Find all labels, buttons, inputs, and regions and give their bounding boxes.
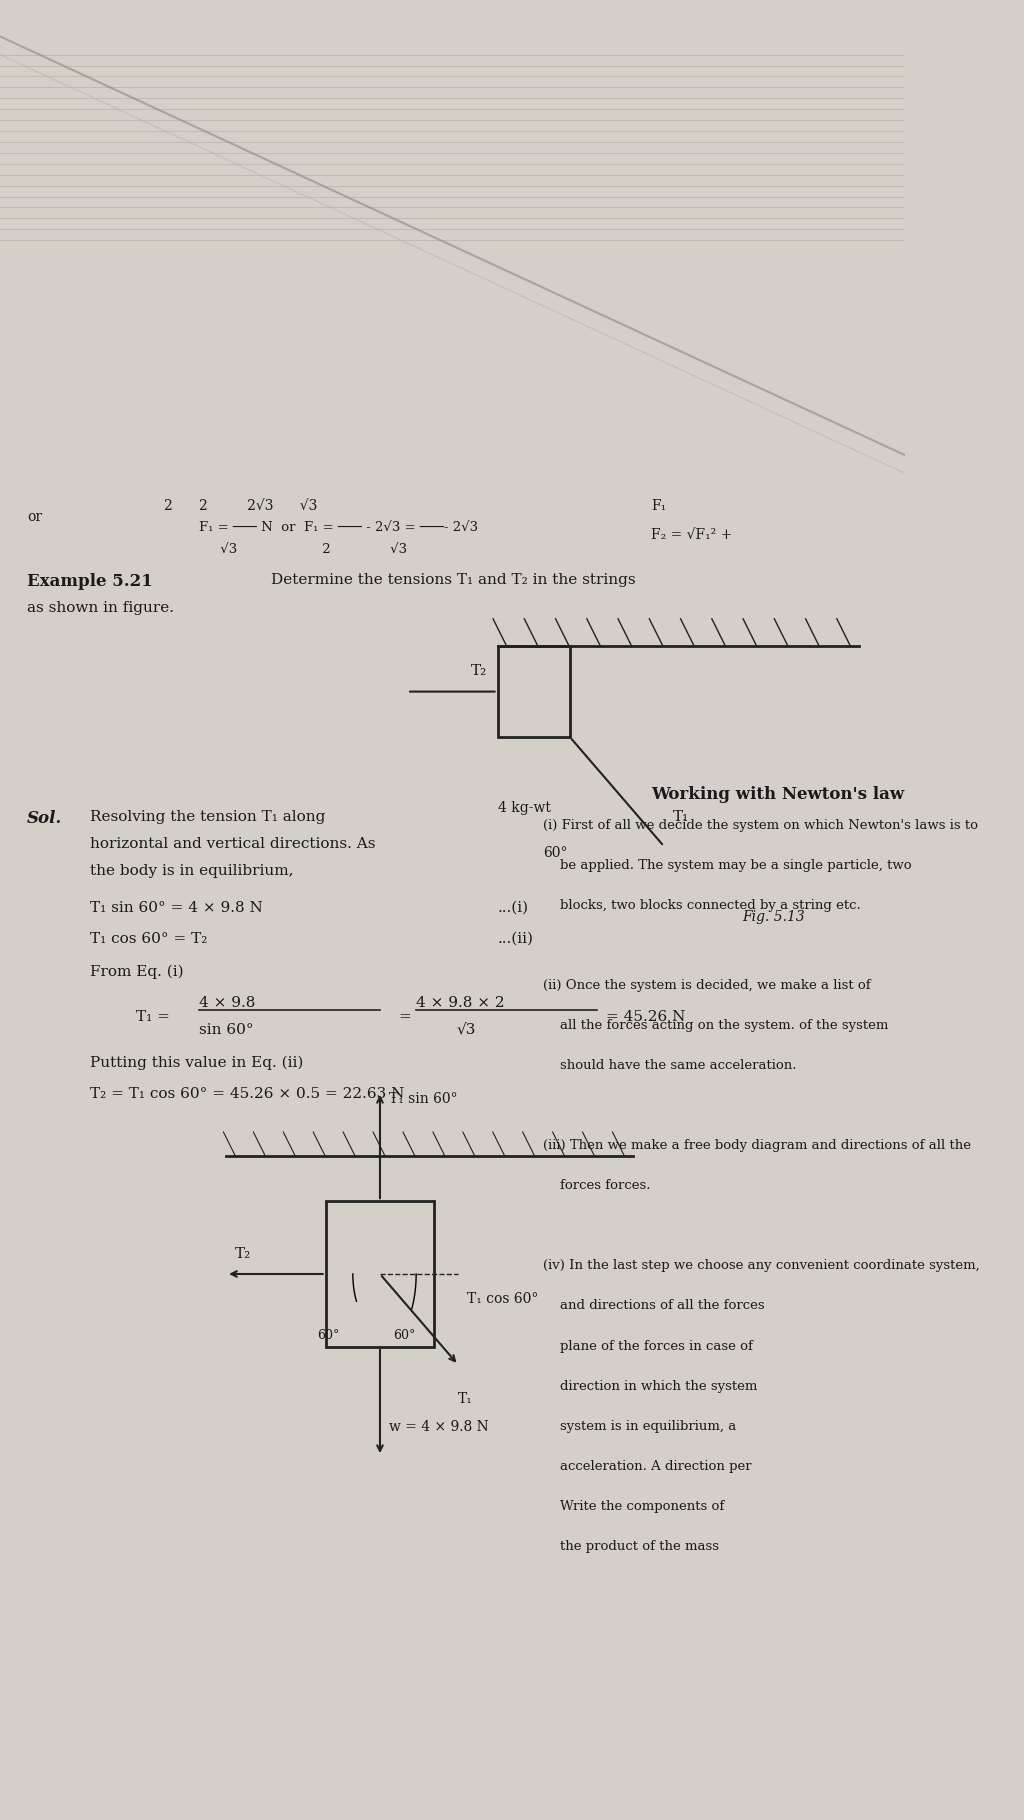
Text: w = 4 × 9.8 N: w = 4 × 9.8 N [389, 1420, 488, 1434]
Text: (ii) Once the system is decided, we make a list of: (ii) Once the system is decided, we make… [543, 979, 870, 992]
Text: Resolving the tension T₁ along: Resolving the tension T₁ along [90, 810, 326, 824]
Text: (iv) In the last step we choose any convenient coordinate system,: (iv) In the last step we choose any conv… [543, 1259, 980, 1272]
Text: T₁ cos 60° = T₂: T₁ cos 60° = T₂ [90, 932, 208, 946]
Text: Fig. 5.13: Fig. 5.13 [741, 910, 805, 925]
Text: Write the components of: Write the components of [543, 1500, 724, 1512]
Text: 60°: 60° [543, 846, 567, 861]
Text: From Eq. (i): From Eq. (i) [90, 965, 184, 979]
Text: T₂: T₂ [236, 1247, 252, 1261]
Text: T₁ cos 60°: T₁ cos 60° [467, 1292, 539, 1307]
Text: all the forces acting on the system. of the system: all the forces acting on the system. of … [543, 1019, 888, 1032]
Text: ...(i): ...(i) [498, 901, 528, 915]
Text: T₁ sin 60°: T₁ sin 60° [389, 1092, 458, 1107]
Text: should have the same acceleration.: should have the same acceleration. [543, 1059, 797, 1072]
Text: ...(ii): ...(ii) [498, 932, 534, 946]
Text: √3: √3 [457, 1023, 476, 1037]
Text: T₁ sin 60° = 4 × 9.8 N: T₁ sin 60° = 4 × 9.8 N [90, 901, 263, 915]
Text: direction in which the system: direction in which the system [543, 1380, 757, 1392]
Text: F₂ = √F₁² +: F₂ = √F₁² + [651, 528, 732, 542]
Text: acceleration. A direction per: acceleration. A direction per [543, 1460, 752, 1472]
Text: (iii) Then we make a free body diagram and directions of all the: (iii) Then we make a free body diagram a… [543, 1139, 971, 1152]
Text: T₁ =: T₁ = [136, 1010, 170, 1025]
Text: horizontal and vertical directions. As: horizontal and vertical directions. As [90, 837, 376, 852]
Text: = 45.26 N: = 45.26 N [606, 1010, 685, 1025]
Text: sin 60°: sin 60° [199, 1023, 254, 1037]
Text: (i) First of all we decide the system on which Newton's laws is to: (i) First of all we decide the system on… [543, 819, 978, 832]
Text: 2: 2 [163, 499, 172, 513]
Bar [498, 646, 570, 737]
Text: the body is in equilibrium,: the body is in equilibrium, [90, 864, 294, 879]
Text: T₂ = T₁ cos 60° = 45.26 × 0.5 = 22.63 N: T₂ = T₁ cos 60° = 45.26 × 0.5 = 22.63 N [90, 1087, 404, 1101]
Text: F₁: F₁ [651, 499, 667, 513]
Text: 60°: 60° [393, 1329, 416, 1341]
Bar [326, 1201, 434, 1347]
Text: and directions of all the forces: and directions of all the forces [543, 1299, 765, 1312]
Text: as shown in figure.: as shown in figure. [28, 601, 174, 615]
Text: Example 5.21: Example 5.21 [28, 573, 153, 590]
Text: F₁ = ─── N  or  F₁ = ─── - 2√3 = ───- 2√3: F₁ = ─── N or F₁ = ─── - 2√3 = ───- 2√3 [199, 521, 478, 533]
Text: 4 kg-wt: 4 kg-wt [498, 801, 551, 815]
Text: blocks, two blocks connected by a string etc.: blocks, two blocks connected by a string… [543, 899, 860, 912]
Text: Putting this value in Eq. (ii): Putting this value in Eq. (ii) [90, 1056, 304, 1070]
Text: Determine the tensions T₁ and T₂ in the strings: Determine the tensions T₁ and T₂ in the … [271, 573, 636, 588]
Text: plane of the forces in case of: plane of the forces in case of [543, 1340, 753, 1352]
Text: T₁: T₁ [459, 1392, 473, 1407]
Text: 4 × 9.8 × 2: 4 × 9.8 × 2 [416, 996, 505, 1010]
Text: 2         2√3      √3: 2 2√3 √3 [199, 499, 317, 513]
Text: T₂: T₂ [470, 664, 486, 679]
Text: Sol.: Sol. [28, 810, 62, 826]
Text: √3                    2              √3: √3 2 √3 [199, 542, 408, 555]
Text: forces forces.: forces forces. [543, 1179, 650, 1192]
Text: the product of the mass: the product of the mass [543, 1540, 719, 1552]
Text: 60°: 60° [316, 1329, 339, 1341]
Text: 4 × 9.8: 4 × 9.8 [199, 996, 255, 1010]
Text: T₁: T₁ [673, 810, 689, 824]
Text: Working with Newton's law: Working with Newton's law [651, 786, 904, 803]
Text: =: = [398, 1010, 411, 1025]
Text: system is in equilibrium, a: system is in equilibrium, a [543, 1420, 736, 1432]
Text: or: or [28, 510, 42, 524]
Text: be applied. The system may be a single particle, two: be applied. The system may be a single p… [543, 859, 911, 872]
